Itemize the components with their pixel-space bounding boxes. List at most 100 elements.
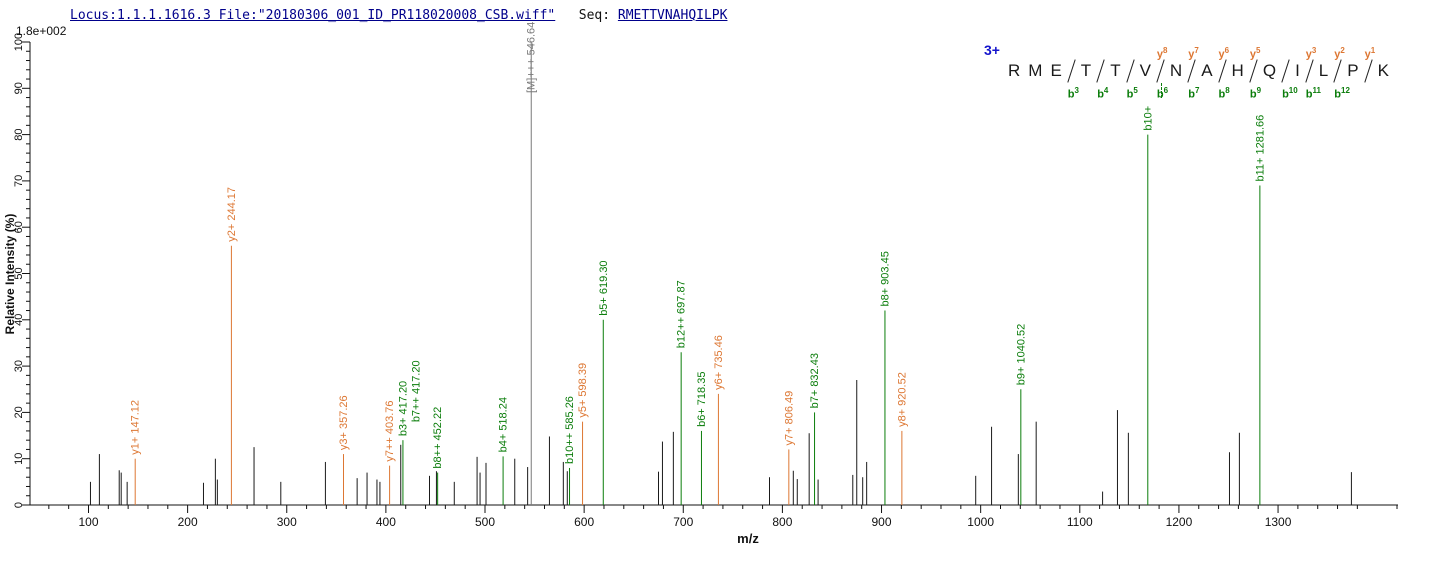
cleavage-gap-12: y2 b12 <box>1332 46 1350 100</box>
peak-label-M: [M]+++ 546.64 <box>526 22 538 93</box>
cleavage-slash <box>1281 59 1290 83</box>
cleavage-gap-7: y7 b7 <box>1186 46 1199 100</box>
residue-1-R: R <box>1008 61 1021 80</box>
cleavage-gap-11: y3 b11 <box>1304 46 1321 100</box>
cleavage-gap-8: y6 b8 <box>1217 46 1230 100</box>
cleavage-slash <box>1096 59 1105 83</box>
peak-label-y: y6+ 735.46 <box>713 335 725 390</box>
peak-label-y: y2+ 244.17 <box>226 187 238 242</box>
intensity-scale-note: 1.8e+002 <box>16 24 67 38</box>
peak-label-b: b8+ 903.45 <box>879 251 891 306</box>
cleavage-slash <box>1217 59 1227 83</box>
peak-label-y: y7+ 806.49 <box>783 391 795 446</box>
residue-12-L: L <box>1318 61 1329 80</box>
peak-label-b: b4+ 518.24 <box>498 397 510 452</box>
y-tick-label: 50 <box>13 267 25 279</box>
x-tick-label: 1100 <box>1067 515 1093 529</box>
peak-label-y: y3+ 357.26 <box>338 395 350 450</box>
locus-file-link[interactable]: Locus:1.1.1.1616.3 File:"20180306_001_ID… <box>70 8 556 23</box>
peak-label-b: b11+ 1281.66 <box>1254 115 1266 182</box>
residue-6-V: V <box>1139 61 1151 80</box>
b-ion-label-b8: b8 <box>1218 86 1230 101</box>
peak-label-y: y8+ 920.52 <box>896 372 908 427</box>
b-ion-label-b3: b3 <box>1067 86 1079 101</box>
b-ion-label-b7: b7 <box>1188 86 1200 101</box>
b-ion-label-b9: b9 <box>1249 86 1262 101</box>
peak-label-b: b12++ 697.87 <box>676 280 688 348</box>
peak-label-y: y1+ 147.12 <box>130 400 142 455</box>
y-tick-label: 10 <box>13 453 25 465</box>
x-tick-label: 1300 <box>1265 515 1292 529</box>
cleavage-gap-3: b3 <box>1066 58 1079 100</box>
x-tick-label: 900 <box>872 515 892 529</box>
peak-label-b: b3+ 417.20 <box>397 381 409 436</box>
cleavage-gap-4: b4 <box>1095 58 1108 100</box>
residue-7-N: N <box>1169 61 1183 80</box>
cleavage-slash <box>1333 59 1342 83</box>
residue-13-P: P <box>1347 61 1359 80</box>
cleavage-gap-13: y1 <box>1363 46 1375 84</box>
cleavage-slash <box>1125 59 1135 83</box>
y-tick-label: 40 <box>13 314 25 326</box>
residue-8-A: A <box>1201 61 1213 80</box>
cleavage-gap-6: y8 b6 <box>1155 46 1168 100</box>
y-tick-label: 0 <box>13 502 25 508</box>
peak-label-b: b8++ 452.22 <box>432 407 444 469</box>
x-tick-label: 700 <box>673 515 693 529</box>
x-tick-label: 300 <box>277 515 297 529</box>
b-ion-label-b10: b10 <box>1282 86 1298 101</box>
cleavage-slash <box>1249 59 1258 83</box>
y-tick-label: 30 <box>13 360 25 372</box>
y-ion-label-y8: y8 <box>1156 46 1168 61</box>
y-tick-label: 20 <box>13 406 25 418</box>
y-axis-title: Relative Intensity (%) <box>3 214 17 335</box>
x-tick-label: 1200 <box>1166 515 1193 529</box>
peak-label-b: b10+ <box>1142 106 1154 131</box>
b-ion-label-b5: b5 <box>1126 86 1138 101</box>
x-tick-label: 200 <box>178 515 198 529</box>
peak-label-y: y5+ 598.39 <box>577 363 589 418</box>
y-tick-label: 60 <box>13 221 25 233</box>
b-ion-label-b6: b6 <box>1156 86 1169 101</box>
header-separator <box>555 8 578 23</box>
b-ion-label-b4: b4 <box>1097 86 1109 101</box>
cleavage-gap-10: b10 <box>1280 58 1298 100</box>
peak-label-b: b7++ 417.20 <box>410 360 422 422</box>
y-tick-label: 70 <box>13 175 25 187</box>
residue-2-M: M <box>1028 61 1043 80</box>
y-ion-label-y3: y3 <box>1305 46 1317 61</box>
y-ion-label-y1: y1 <box>1364 46 1376 61</box>
y-tick-label: 80 <box>13 128 25 140</box>
peak-label-b: b6+ 718.35 <box>696 372 708 427</box>
seq-value-link[interactable]: RMETTVNAHQILPK <box>617 8 728 23</box>
residue-10-Q: Q <box>1262 61 1277 80</box>
y-ion-label-y5: y5 <box>1249 46 1261 61</box>
cleavage-dash <box>1160 83 1162 98</box>
y-tick-label: 100 <box>13 33 25 51</box>
cleavage-gap-9: y5 b9 <box>1248 46 1261 100</box>
residue-3-E: E <box>1050 61 1062 80</box>
x-tick-label: 500 <box>475 515 495 529</box>
cleavage-slash <box>1067 59 1076 83</box>
residue-14-K: K <box>1377 61 1389 80</box>
x-tick-label: 100 <box>78 515 98 529</box>
seq-label: Seq: <box>578 8 618 23</box>
peak-label-y: y7++ 403.76 <box>384 400 396 461</box>
residue-11-I: I <box>1295 61 1300 80</box>
residue-5-T: T <box>1110 61 1121 80</box>
header: Locus:1.1.1.1616.3 File:"20180306_001_ID… <box>70 8 727 23</box>
y-ion-label-y6: y6 <box>1218 46 1230 61</box>
residue-9-H: H <box>1231 61 1244 80</box>
peak-label-b: b10++ 585.26 <box>564 396 576 464</box>
peak-label-b: b7+ 832.43 <box>809 353 821 408</box>
cleavage-slash <box>1156 59 1165 83</box>
b-ion-label-b12: b12 <box>1334 86 1350 101</box>
peak-label-b: b5+ 619.30 <box>598 260 610 315</box>
y-ion-label-y2: y2 <box>1334 46 1345 61</box>
y-tick-label: 90 <box>13 82 25 94</box>
cleavage-gap-5: b5 <box>1125 58 1138 100</box>
